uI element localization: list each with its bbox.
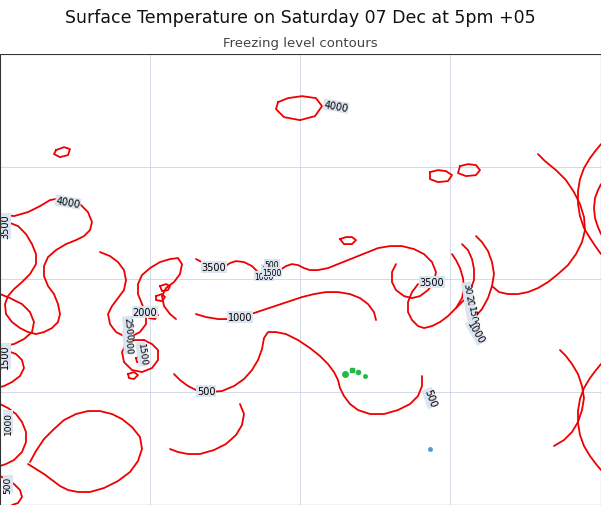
Text: 4000: 4000 [323,100,349,114]
Text: 3000: 3000 [123,331,133,354]
Text: 1500: 1500 [262,268,282,277]
Text: 3500: 3500 [0,214,10,239]
Text: 1000: 1000 [228,313,252,322]
Text: 1000: 1000 [466,319,486,345]
Text: 4000: 4000 [55,195,81,210]
Text: 0: 0 [261,265,266,274]
Text: 500: 500 [422,388,438,409]
Text: 3500: 3500 [202,263,227,273]
Text: 2000: 2000 [133,308,157,318]
Text: 1000: 1000 [254,272,273,281]
Text: Surface Temperature on Saturday 07 Dec at 5pm +05: Surface Temperature on Saturday 07 Dec a… [65,9,536,27]
Text: 1500: 1500 [466,306,478,330]
Text: 3000: 3000 [462,282,474,307]
Text: Freezing level contours: Freezing level contours [223,36,378,49]
Text: 1500: 1500 [0,344,10,369]
Text: 2500: 2500 [123,317,133,340]
Text: 1000: 1000 [4,411,13,434]
Text: 3500: 3500 [419,278,444,287]
Text: 500: 500 [4,475,13,493]
Text: 500: 500 [197,386,215,396]
Text: 2000: 2000 [463,294,477,319]
Text: 500: 500 [264,260,279,269]
Text: 1500: 1500 [136,342,148,366]
